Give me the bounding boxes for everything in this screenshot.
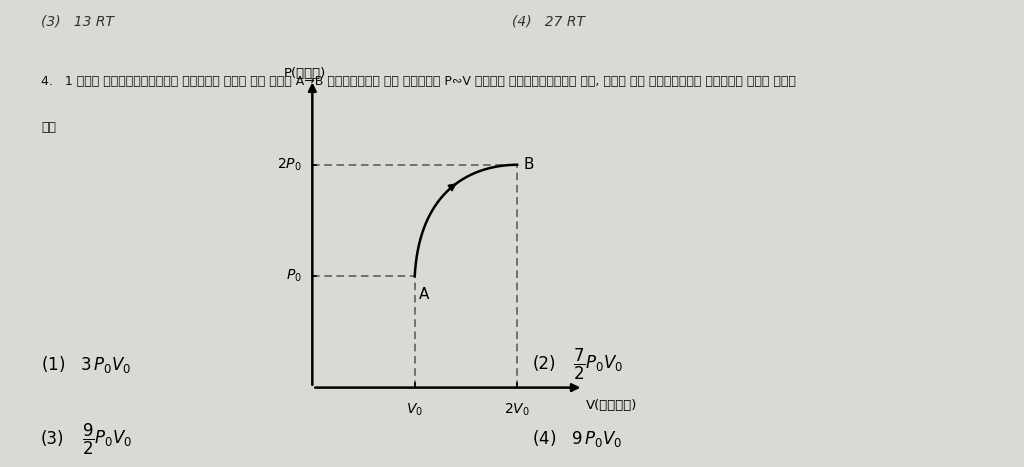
Text: V(आयतन): V(आयतन) [586,399,637,412]
Text: $\dfrac{7}{2}P_0V_0$: $\dfrac{7}{2}P_0V_0$ [573,347,624,382]
Text: $P_0$: $P_0$ [287,268,302,284]
Text: (2): (2) [532,355,556,373]
Text: $2V_0$: $2V_0$ [504,402,530,418]
Text: (3)   13 RT: (3) 13 RT [41,14,114,28]
Text: $2P_0$: $2P_0$ [278,156,302,173]
Text: (3): (3) [41,430,65,448]
Text: $V_0$: $V_0$ [407,402,423,418]
Text: (4)   $9\,P_0V_0$: (4) $9\,P_0V_0$ [532,429,623,449]
Text: P(दाब): P(दाब) [284,67,327,79]
Text: A: A [419,287,429,302]
Text: (1)   $3\,P_0V_0$: (1) $3\,P_0V_0$ [41,354,131,375]
Text: 4.   1 मोल एकलपरमाणुक आदर्श गैस के लिए A→B प्रक्रम के दौरान P∾V आरेख प्रदर्शित ह: 4. 1 मोल एकलपरमाणुक आदर्श गैस के लिए A→B… [41,75,796,88]
Text: है: है [41,121,56,134]
Text: (4)   27 RT: (4) 27 RT [512,14,585,28]
Text: B: B [523,157,534,172]
Text: $\dfrac{9}{2}P_0V_0$: $\dfrac{9}{2}P_0V_0$ [82,421,132,457]
